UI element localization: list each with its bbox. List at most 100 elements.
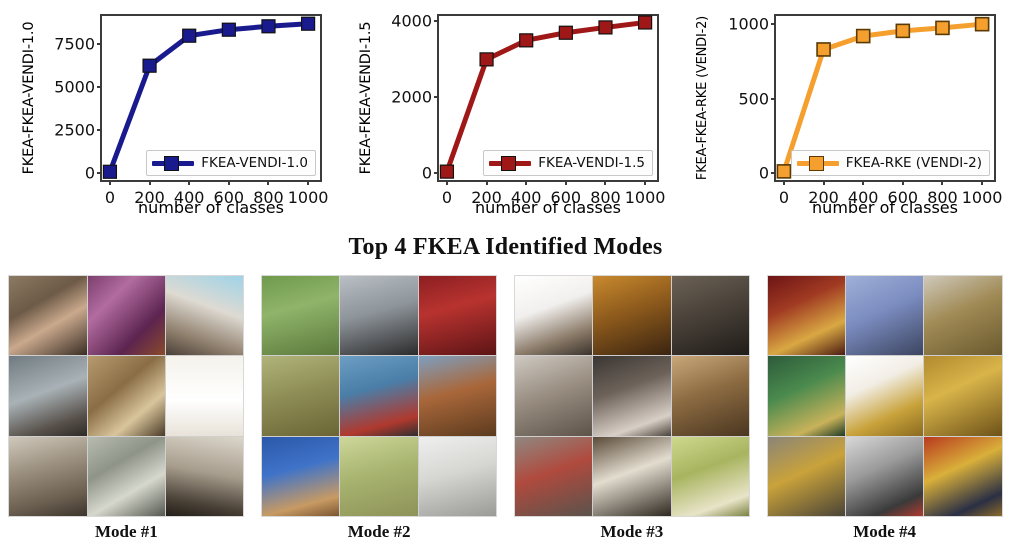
- mode-thumbnail[interactable]: [845, 356, 924, 436]
- x-tick-mark: [307, 180, 310, 185]
- mode-thumbnail[interactable]: [166, 356, 244, 436]
- mode-thumbnail[interactable]: [671, 356, 749, 436]
- data-point-marker: [142, 58, 157, 73]
- mode-panel-4[interactable]: [758, 272, 1011, 520]
- image-grid: [261, 275, 498, 517]
- mode-thumbnail[interactable]: [262, 436, 340, 516]
- mode-thumbnail[interactable]: [340, 276, 418, 356]
- chart-series: [102, 16, 316, 179]
- image-grid: [8, 275, 245, 517]
- x-tick-mark: [901, 180, 904, 185]
- x-tick-mark: [564, 180, 567, 185]
- mode-thumbnail[interactable]: [262, 356, 340, 436]
- mode-thumbnail[interactable]: [9, 436, 87, 516]
- mode-thumbnail[interactable]: [514, 356, 593, 436]
- legend-marker: [164, 156, 180, 171]
- mode-thumbnail[interactable]: [166, 276, 244, 356]
- mode-thumbnail[interactable]: [262, 276, 340, 356]
- mode-thumbnail[interactable]: [87, 356, 166, 436]
- modes-row: [0, 272, 1011, 520]
- x-tick-mark: [941, 180, 944, 185]
- image-grid: [513, 275, 750, 517]
- chart-3-plot-area: 0 500 1000 0 200 400 600 800 1000 FKEA-RKE (VENDI…: [728, 14, 1002, 207]
- mode-label-3: Mode #3: [600, 522, 664, 541]
- x-tick-label: 0: [778, 188, 790, 207]
- y-tick-mark: [97, 171, 102, 174]
- mode-thumbnail[interactable]: [418, 276, 497, 356]
- x-tick-label: 200: [134, 188, 165, 207]
- mode-thumbnail[interactable]: [767, 276, 845, 356]
- x-tick-mark: [981, 180, 984, 185]
- legend-marker: [501, 156, 517, 171]
- y-tick-label: 2000: [391, 87, 432, 107]
- mode-thumbnail[interactable]: [514, 276, 593, 356]
- mode-thumbnail[interactable]: [166, 436, 244, 516]
- x-tick-label: 400: [173, 188, 205, 207]
- chart-1-plot-area: 0 2500 5000 7500 0 200 400 600 800 1000 FKEA-VENDI…: [54, 14, 328, 207]
- mode-thumbnail[interactable]: [845, 436, 924, 516]
- mode-thumbnail[interactable]: [671, 436, 749, 516]
- x-tick-mark: [188, 180, 191, 185]
- y-tick-label: 5000: [54, 77, 95, 97]
- chart-panel-vendi-1-0: FKEA-FKEA-VENDI-1.0 0 2500 5000 7500 0 200 400…: [0, 0, 337, 232]
- mode-thumbnail[interactable]: [87, 436, 166, 516]
- y-tick-mark: [771, 23, 776, 26]
- y-tick-mark: [434, 171, 439, 174]
- chart-panel-rke-vendi-2: FKEA-FKEA-RKE (VENDI-2) 0 500 1000 0 200 400 6…: [674, 0, 1011, 232]
- chart-series: [776, 16, 990, 179]
- mode-thumbnail[interactable]: [9, 356, 87, 436]
- mode-thumbnail[interactable]: [340, 356, 418, 436]
- mode-thumbnail[interactable]: [767, 436, 845, 516]
- x-tick-label: 600: [550, 188, 582, 207]
- mode-panel-2[interactable]: [253, 272, 506, 520]
- legend-swatch: [796, 155, 839, 171]
- mode-thumbnail[interactable]: [87, 276, 166, 356]
- section-title: Top 4 FKEA Identified Modes: [348, 234, 663, 260]
- y-tick-mark: [97, 43, 102, 46]
- mode-panel-1[interactable]: [0, 272, 253, 520]
- y-tick-mark: [97, 128, 102, 131]
- legend-label: FKEA-VENDI-1.5: [538, 155, 645, 171]
- x-tick-mark: [525, 180, 528, 185]
- data-point-marker: [638, 15, 653, 30]
- y-tick-mark: [97, 86, 102, 89]
- mode-thumbnail[interactable]: [593, 276, 671, 356]
- y-tick-mark: [434, 19, 439, 22]
- chart-legend: FKEA-VENDI-1.0: [146, 150, 316, 176]
- x-tick-label: 800: [253, 188, 284, 207]
- x-tick-label: 400: [847, 188, 879, 207]
- chart-3-y-axis-label: FKEA-FKEA-RKE (VENDI-2): [695, 15, 710, 181]
- x-tick-mark: [822, 180, 825, 185]
- x-tick-mark: [227, 180, 230, 185]
- data-point-marker: [439, 164, 455, 179]
- mode-thumbnail[interactable]: [340, 436, 418, 516]
- legend-label: FKEA-RKE (VENDI-2): [845, 155, 982, 171]
- mode-thumbnail[interactable]: [924, 356, 1002, 436]
- chart-1-x-axis-label: number of classes: [138, 198, 284, 217]
- y-tick-label: 0: [84, 163, 95, 183]
- mode-thumbnail[interactable]: [924, 276, 1002, 356]
- x-tick-label: 0: [441, 188, 453, 207]
- y-tick-label: 0: [758, 163, 769, 183]
- mode-thumbnail[interactable]: [924, 436, 1002, 516]
- chart-series: [439, 15, 653, 179]
- mode-panel-3[interactable]: [506, 272, 759, 520]
- mode-thumbnail[interactable]: [514, 436, 593, 516]
- charts-row: FKEA-FKEA-VENDI-1.0 0 2500 5000 7500 0 200 400…: [0, 0, 1011, 232]
- mode-thumbnail[interactable]: [593, 356, 671, 436]
- chart-panel-vendi-1-5: FKEA-FKEA-VENDI-1.5 0 2000 4000 0 200 400 600 8…: [337, 0, 674, 232]
- mode-thumbnail[interactable]: [671, 276, 749, 356]
- mode-thumbnail[interactable]: [767, 356, 845, 436]
- mode-thumbnail[interactable]: [418, 356, 497, 436]
- x-tick-label: 200: [471, 188, 502, 207]
- mode-label-2: Mode #2: [347, 522, 411, 541]
- mode-label-4: Mode #4: [853, 522, 917, 541]
- mode-thumbnail[interactable]: [845, 276, 924, 356]
- x-tick-label: 1000: [624, 188, 666, 207]
- mode-thumbnail[interactable]: [418, 436, 497, 516]
- data-point-marker: [895, 23, 911, 39]
- mode-thumbnail[interactable]: [593, 436, 671, 516]
- data-point-marker: [816, 42, 831, 57]
- mode-thumbnail[interactable]: [9, 276, 87, 356]
